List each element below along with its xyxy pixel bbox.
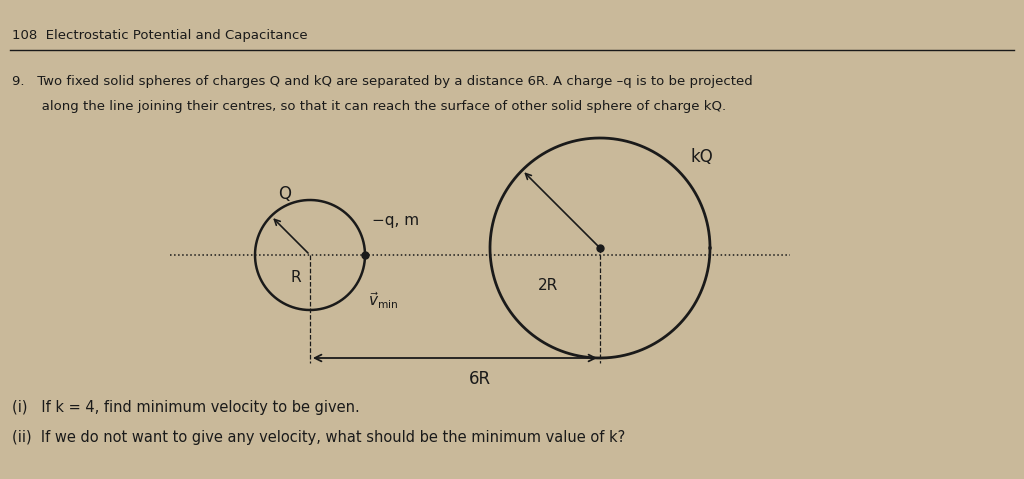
Text: along the line joining their centres, so that it can reach the surface of other : along the line joining their centres, so… (12, 100, 726, 113)
Text: (i)   If k = 4, find minimum velocity to be given.: (i) If k = 4, find minimum velocity to b… (12, 400, 359, 415)
Text: $\vec{v}_{\rm min}$: $\vec{v}_{\rm min}$ (368, 290, 398, 311)
Text: 2R: 2R (538, 278, 558, 293)
Text: −q, m: −q, m (372, 213, 419, 228)
Text: 6R: 6R (469, 370, 492, 388)
Text: (ii)  If we do not want to give any velocity, what should be the minimum value o: (ii) If we do not want to give any veloc… (12, 430, 626, 445)
Text: 9.   Two fixed solid spheres of charges Q and kQ are separated by a distance 6R.: 9. Two fixed solid spheres of charges Q … (12, 75, 753, 88)
Text: 108  Electrostatic Potential and Capacitance: 108 Electrostatic Potential and Capacita… (12, 29, 307, 42)
Text: kQ: kQ (690, 148, 713, 166)
Text: R: R (291, 270, 301, 285)
Text: Q: Q (279, 185, 292, 203)
